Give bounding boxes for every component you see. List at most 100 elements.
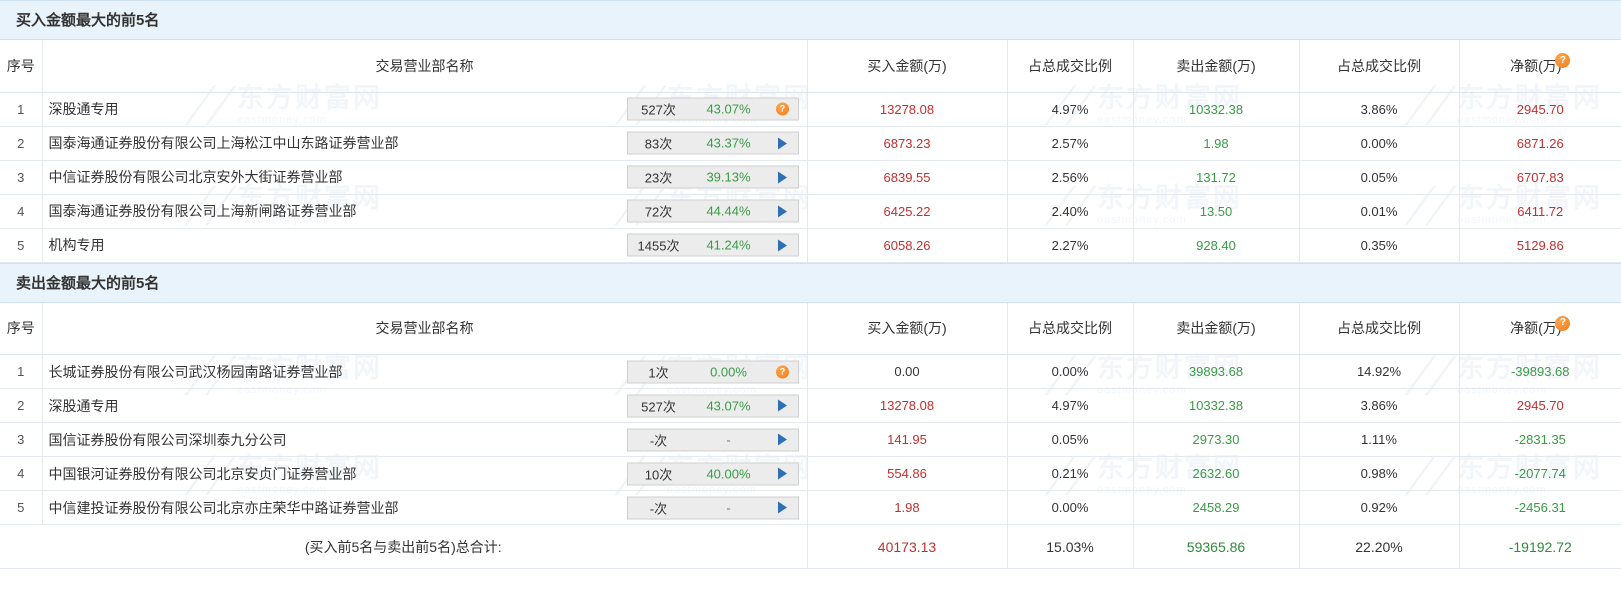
- cell-sell-ratio: 0.05%: [1299, 160, 1460, 195]
- branch-name-cell: 深股通专用 527次 43.07%: [42, 388, 808, 423]
- cell-buy-ratio: 2.40%: [1007, 194, 1134, 229]
- stats-badge[interactable]: 72次 44.44%: [626, 199, 799, 223]
- cell-sell-ratio: 0.35%: [1299, 228, 1460, 263]
- branch-name-cell: 中信证券股份有限公司北京安外大街证券营业部 23次 39.13%: [42, 160, 808, 195]
- badge-end-icon-wrap: ?: [768, 102, 798, 116]
- stats-badge[interactable]: -次 -: [626, 428, 799, 451]
- badge-percent: 43.07%: [706, 398, 751, 413]
- cell-buy-amount: 6058.26: [807, 228, 1008, 263]
- stats-badge[interactable]: 23次 39.13%: [626, 165, 799, 189]
- branch-name-cell: 机构专用 1455次 41.24%: [42, 228, 808, 263]
- cell-buy-amount: 1.98: [807, 490, 1008, 525]
- cell-sell-amount: 1.98: [1133, 126, 1300, 161]
- cell-sell-amount: 10332.38: [1133, 388, 1300, 423]
- cell-buy-ratio: 0.21%: [1007, 456, 1134, 491]
- triangle-right-icon[interactable]: [778, 467, 787, 480]
- branch-name-link[interactable]: 深股通专用: [48, 101, 119, 117]
- cell-buy-ratio: 2.56%: [1007, 160, 1134, 195]
- stats-badge[interactable]: -次 -: [626, 496, 799, 519]
- branch-name-link[interactable]: 国泰海通证券股份有限公司上海新闸路证券营业部: [48, 203, 357, 219]
- badge-end-icon-wrap: ?: [768, 365, 798, 378]
- row-index: 4: [0, 194, 43, 229]
- branch-name-link[interactable]: 中国银河证券股份有限公司北京安贞门证券营业部: [48, 465, 357, 482]
- branch-name-link[interactable]: 深股通专用: [48, 397, 119, 414]
- table-row: 5 中信建投证券股份有限公司北京亦庄荣华中路证券营业部 -次 - 1.98 0.00% 24…: [0, 490, 1621, 525]
- cell-sell-amount: 131.72: [1133, 160, 1300, 195]
- stats-badge[interactable]: 10次 40.00%: [626, 462, 799, 485]
- triangle-right-icon[interactable]: [778, 205, 787, 217]
- cell-net-amount: 2945.70: [1459, 92, 1621, 127]
- row-index: 1: [0, 92, 43, 127]
- question-mark-icon[interactable]: ?: [1555, 53, 1571, 69]
- table-row: 3 中信证券股份有限公司北京安外大街证券营业部 23次 39.13% 6839.55 2.…: [0, 160, 1621, 195]
- cell-buy-amount: 13278.08: [807, 92, 1008, 127]
- branch-name-link[interactable]: 中信证券股份有限公司北京安外大街证券营业部: [48, 169, 343, 185]
- cell-buy-ratio: 2.57%: [1007, 126, 1134, 161]
- col-header-sell-amount-2: 卖出金额(万): [1133, 302, 1300, 355]
- cell-net-amount: -2456.31: [1459, 490, 1621, 525]
- row-index: 3: [0, 160, 43, 195]
- table-row: 1 深股通专用 527次 43.07%? 13278.08 4.97% 10332.38 3.…: [0, 92, 1621, 127]
- cell-net-amount: 6871.26: [1459, 126, 1621, 161]
- stats-badge[interactable]: 83次 43.37%: [626, 131, 799, 155]
- branch-name-link[interactable]: 机构专用: [48, 237, 105, 253]
- branch-name-link[interactable]: 长城证券股份有限公司武汉杨园南路证券营业部: [48, 363, 343, 380]
- cell-net-amount: 5129.86: [1459, 228, 1621, 263]
- triangle-right-icon[interactable]: [778, 239, 787, 251]
- badge-count: -次: [649, 433, 668, 448]
- cell-buy-amount: 141.95: [807, 422, 1008, 457]
- triangle-right-icon[interactable]: [778, 137, 787, 149]
- badge-percent: -: [726, 500, 731, 515]
- cell-sell-ratio: 0.98%: [1299, 456, 1460, 491]
- row-index: 5: [0, 228, 43, 263]
- buy-table-header-row: 序号 交易营业部名称 买入金额(万) 占总成交比例 卖出金额(万) 占总成交比例…: [0, 40, 1621, 93]
- stats-badge[interactable]: 527次 43.07%: [626, 394, 799, 417]
- cell-buy-ratio: 0.05%: [1007, 422, 1134, 457]
- row-index: 2: [0, 126, 43, 161]
- triangle-right-icon[interactable]: [778, 433, 787, 446]
- table-row: 2 国泰海通证券股份有限公司上海松江中山东路证券营业部 83次 43.37% 6873.…: [0, 126, 1621, 161]
- question-mark-icon[interactable]: ?: [776, 365, 789, 378]
- branch-name-link[interactable]: 中信建投证券股份有限公司北京亦庄荣华中路证券营业部: [48, 499, 399, 516]
- badge-percent: 43.07%: [706, 101, 751, 117]
- triangle-right-icon[interactable]: [778, 399, 787, 412]
- question-mark-icon[interactable]: ?: [776, 102, 789, 116]
- cell-buy-amount: 13278.08: [807, 388, 1008, 423]
- col-header-name: 交易营业部名称: [42, 40, 808, 93]
- stats-badge[interactable]: 1455次 41.24%: [626, 233, 799, 257]
- stats-badge[interactable]: 1次 0.00%?: [626, 360, 799, 383]
- badge-percent: 44.44%: [706, 203, 751, 219]
- triangle-right-icon[interactable]: [778, 171, 787, 183]
- badge-count: 83次: [644, 136, 673, 152]
- cell-buy-amount: 6425.22: [807, 194, 1008, 229]
- row-index: 2: [0, 388, 43, 423]
- cell-sell-ratio: 0.01%: [1299, 194, 1460, 229]
- badge-count: 1455次: [637, 238, 680, 254]
- col-header-net-amount: 净额(万) ?: [1459, 40, 1621, 93]
- triangle-right-icon[interactable]: [778, 501, 787, 514]
- branch-name-cell: 中信建投证券股份有限公司北京亦庄荣华中路证券营业部 -次 -: [42, 490, 808, 525]
- cell-buy-ratio: 4.97%: [1007, 92, 1134, 127]
- col-header-index: 序号: [0, 40, 43, 93]
- branch-name-link[interactable]: 国信证券股份有限公司深圳泰九分公司: [48, 431, 287, 448]
- branch-name-cell: 国泰海通证券股份有限公司上海松江中山东路证券营业部 83次 43.37%: [42, 126, 808, 161]
- cell-net-amount: 6411.72: [1459, 194, 1621, 229]
- cell-sell-amount: 10332.38: [1133, 92, 1300, 127]
- cell-net-amount: 6707.83: [1459, 160, 1621, 195]
- badge-end-icon-wrap: [768, 399, 798, 412]
- badge-percent: 39.13%: [706, 169, 751, 185]
- buy-table: 序号 交易营业部名称 买入金额(万) 占总成交比例 卖出金额(万) 占总成交比例…: [0, 40, 1621, 263]
- stats-badge[interactable]: 527次 43.07%?: [626, 97, 799, 121]
- col-header-buy-amount-2: 买入金额(万): [807, 302, 1008, 355]
- branch-name-link[interactable]: 国泰海通证券股份有限公司上海松江中山东路证券营业部: [48, 135, 399, 151]
- total-sell-amount: 59365.86: [1133, 524, 1300, 569]
- cell-sell-amount: 2458.29: [1133, 490, 1300, 525]
- cell-net-amount: -2831.35: [1459, 422, 1621, 457]
- cell-sell-amount: 2973.30: [1133, 422, 1300, 457]
- row-index: 1: [0, 354, 43, 389]
- question-mark-icon[interactable]: ?: [1555, 315, 1571, 331]
- col-header-buy-ratio: 占总成交比例: [1007, 40, 1134, 93]
- badge-count: 527次: [641, 399, 676, 414]
- total-label: (买入前5名与卖出前5名)总合计:: [0, 524, 808, 569]
- cell-buy-amount: 0.00: [807, 354, 1008, 389]
